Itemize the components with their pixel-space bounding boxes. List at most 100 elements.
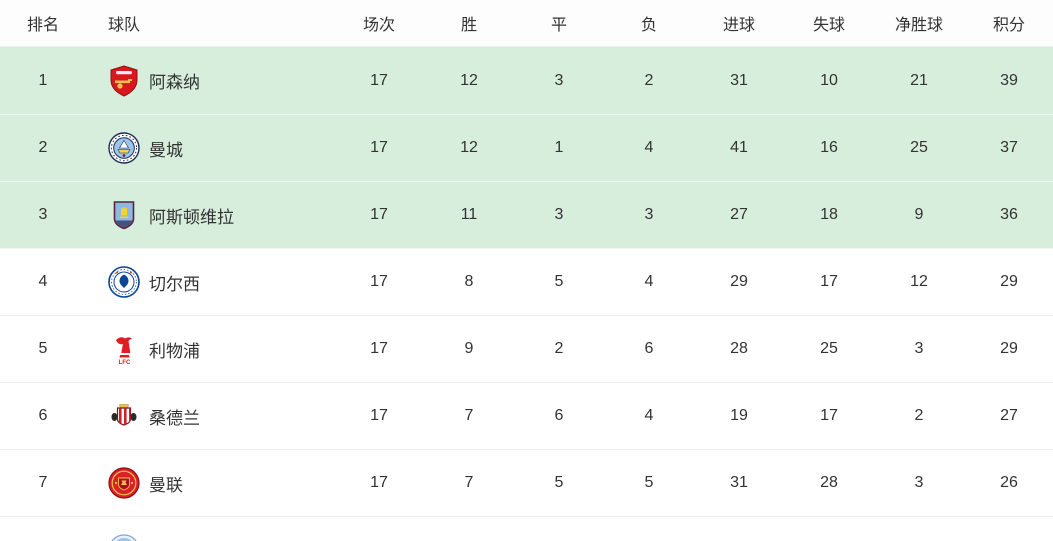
team-name: 曼联 (149, 475, 183, 495)
goals-for-value: 31 (730, 474, 748, 491)
chelsea-crest-icon (108, 266, 140, 298)
losses-value: 6 (644, 340, 654, 357)
goals-for-value: 27 (730, 206, 748, 223)
played-value: 17 (370, 273, 388, 290)
team-name: 利物浦 (149, 341, 200, 361)
partial-team-crest-icon (108, 534, 140, 541)
goals-for-value: 29 (730, 273, 748, 290)
rank-value: 5 (38, 340, 48, 357)
team-cell: 阿斯顿维拉 (86, 199, 334, 231)
played-value: 17 (370, 206, 388, 223)
team-cell: LFC 利物浦 (86, 333, 334, 365)
table-header-row: 排名 球队 场次 胜 平 负 进球 失球 净胜球 积分 (0, 0, 1053, 47)
played-value: 17 (370, 407, 388, 424)
points-value: 39 (1000, 71, 1018, 89)
table-row[interactable]: 1 阿森纳 17 12 3 2 31 10 21 39 (0, 47, 1053, 114)
team-cell: 曼联 (86, 467, 334, 499)
losses-value: 4 (644, 273, 654, 290)
man-united-crest-icon (108, 467, 140, 499)
rank-value: 7 (38, 474, 48, 491)
wins-value: 11 (460, 206, 478, 223)
team-name: 阿森纳 (149, 73, 200, 92)
rank-value: 4 (38, 273, 48, 290)
table-row[interactable]: 7 曼联 17 7 5 5 31 28 3 26 (0, 449, 1053, 516)
team-cell: 切尔西 (86, 266, 334, 298)
points-value: 27 (1000, 407, 1018, 424)
sunderland-crest-icon (108, 400, 140, 432)
goal-diff-value: 25 (910, 139, 928, 156)
wins-value: 7 (464, 407, 474, 424)
goals-against-value: 17 (820, 407, 838, 424)
table-row-partial[interactable] (0, 516, 1053, 541)
team-name: 桑德兰 (149, 408, 200, 428)
goal-diff-value: 21 (910, 71, 928, 89)
goal-diff-value: 12 (910, 273, 928, 290)
goal-diff-value: 9 (914, 206, 924, 223)
played-value: 17 (370, 474, 388, 491)
points-value: 26 (1000, 474, 1018, 491)
header-points: 积分 (992, 17, 1025, 34)
table-row[interactable]: 4 切尔西 17 8 5 4 29 17 12 29 (0, 248, 1053, 315)
header-team: 球队 (108, 17, 141, 34)
goals-against-value: 10 (820, 71, 838, 89)
table-row[interactable]: 3 阿斯顿维拉 17 11 3 3 27 18 9 36 (0, 181, 1053, 248)
header-goals-against: 失球 (812, 17, 845, 34)
draws-value: 2 (554, 340, 564, 357)
wins-value: 7 (464, 474, 474, 491)
table-row[interactable]: 2 曼城 17 12 1 4 41 16 25 37 (0, 114, 1053, 181)
header-goal-diff: 净胜球 (894, 17, 943, 34)
rank-value: 6 (38, 407, 48, 424)
header-played: 场次 (362, 17, 395, 34)
goals-against-value: 25 (820, 340, 838, 357)
goal-diff-value: 2 (914, 407, 924, 424)
losses-value: 2 (644, 71, 654, 89)
team-cell: 桑德兰 (86, 400, 334, 432)
team-cell: 阿森纳 (86, 64, 334, 97)
points-value: 29 (1000, 340, 1018, 357)
header-wins: 胜 (460, 17, 477, 34)
losses-value: 3 (644, 206, 654, 223)
wins-value: 12 (460, 71, 478, 89)
played-value: 17 (370, 340, 388, 357)
rank-value: 1 (38, 71, 48, 89)
goals-for-value: 31 (730, 71, 748, 89)
points-value: 29 (1000, 273, 1018, 290)
header-goals-for: 进球 (722, 17, 755, 34)
arsenal-crest-icon (108, 64, 140, 97)
played-value: 17 (370, 71, 388, 89)
table-row[interactable]: 5 LFC 利物浦 17 9 2 6 28 25 3 29 (0, 315, 1053, 382)
header-rank: 排名 (26, 17, 59, 34)
man-city-crest-icon (108, 132, 140, 164)
draws-value: 5 (554, 273, 564, 290)
goal-diff-value: 3 (914, 474, 924, 491)
played-value: 17 (370, 139, 388, 156)
goals-for-value: 28 (730, 340, 748, 357)
losses-value: 4 (644, 407, 654, 424)
team-name: 曼城 (149, 140, 183, 160)
goals-against-value: 16 (820, 139, 838, 156)
team-cell (86, 534, 334, 541)
rank-value: 2 (38, 139, 48, 156)
wins-value: 12 (460, 139, 478, 156)
losses-value: 4 (644, 139, 654, 156)
goals-for-value: 41 (730, 139, 748, 156)
liverpool-crest-icon: LFC (108, 333, 140, 365)
draws-value: 3 (554, 71, 564, 89)
aston-villa-crest-icon (108, 199, 140, 231)
points-value: 36 (1000, 206, 1018, 223)
table-row[interactable]: 6 桑德兰 17 7 6 4 19 17 2 27 (0, 382, 1053, 449)
goal-diff-value: 3 (914, 340, 924, 357)
draws-value: 5 (554, 474, 564, 491)
rank-value: 3 (38, 206, 48, 223)
team-name: 阿斯顿维拉 (149, 207, 234, 227)
svg-text:LFC: LFC (118, 359, 131, 365)
wins-value: 8 (464, 273, 474, 290)
goals-against-value: 18 (820, 206, 838, 223)
draws-value: 3 (554, 206, 564, 223)
header-draws: 平 (550, 17, 567, 34)
losses-value: 5 (644, 474, 654, 491)
goals-for-value: 19 (730, 407, 748, 424)
team-name: 切尔西 (149, 274, 200, 294)
goals-against-value: 17 (820, 273, 838, 290)
